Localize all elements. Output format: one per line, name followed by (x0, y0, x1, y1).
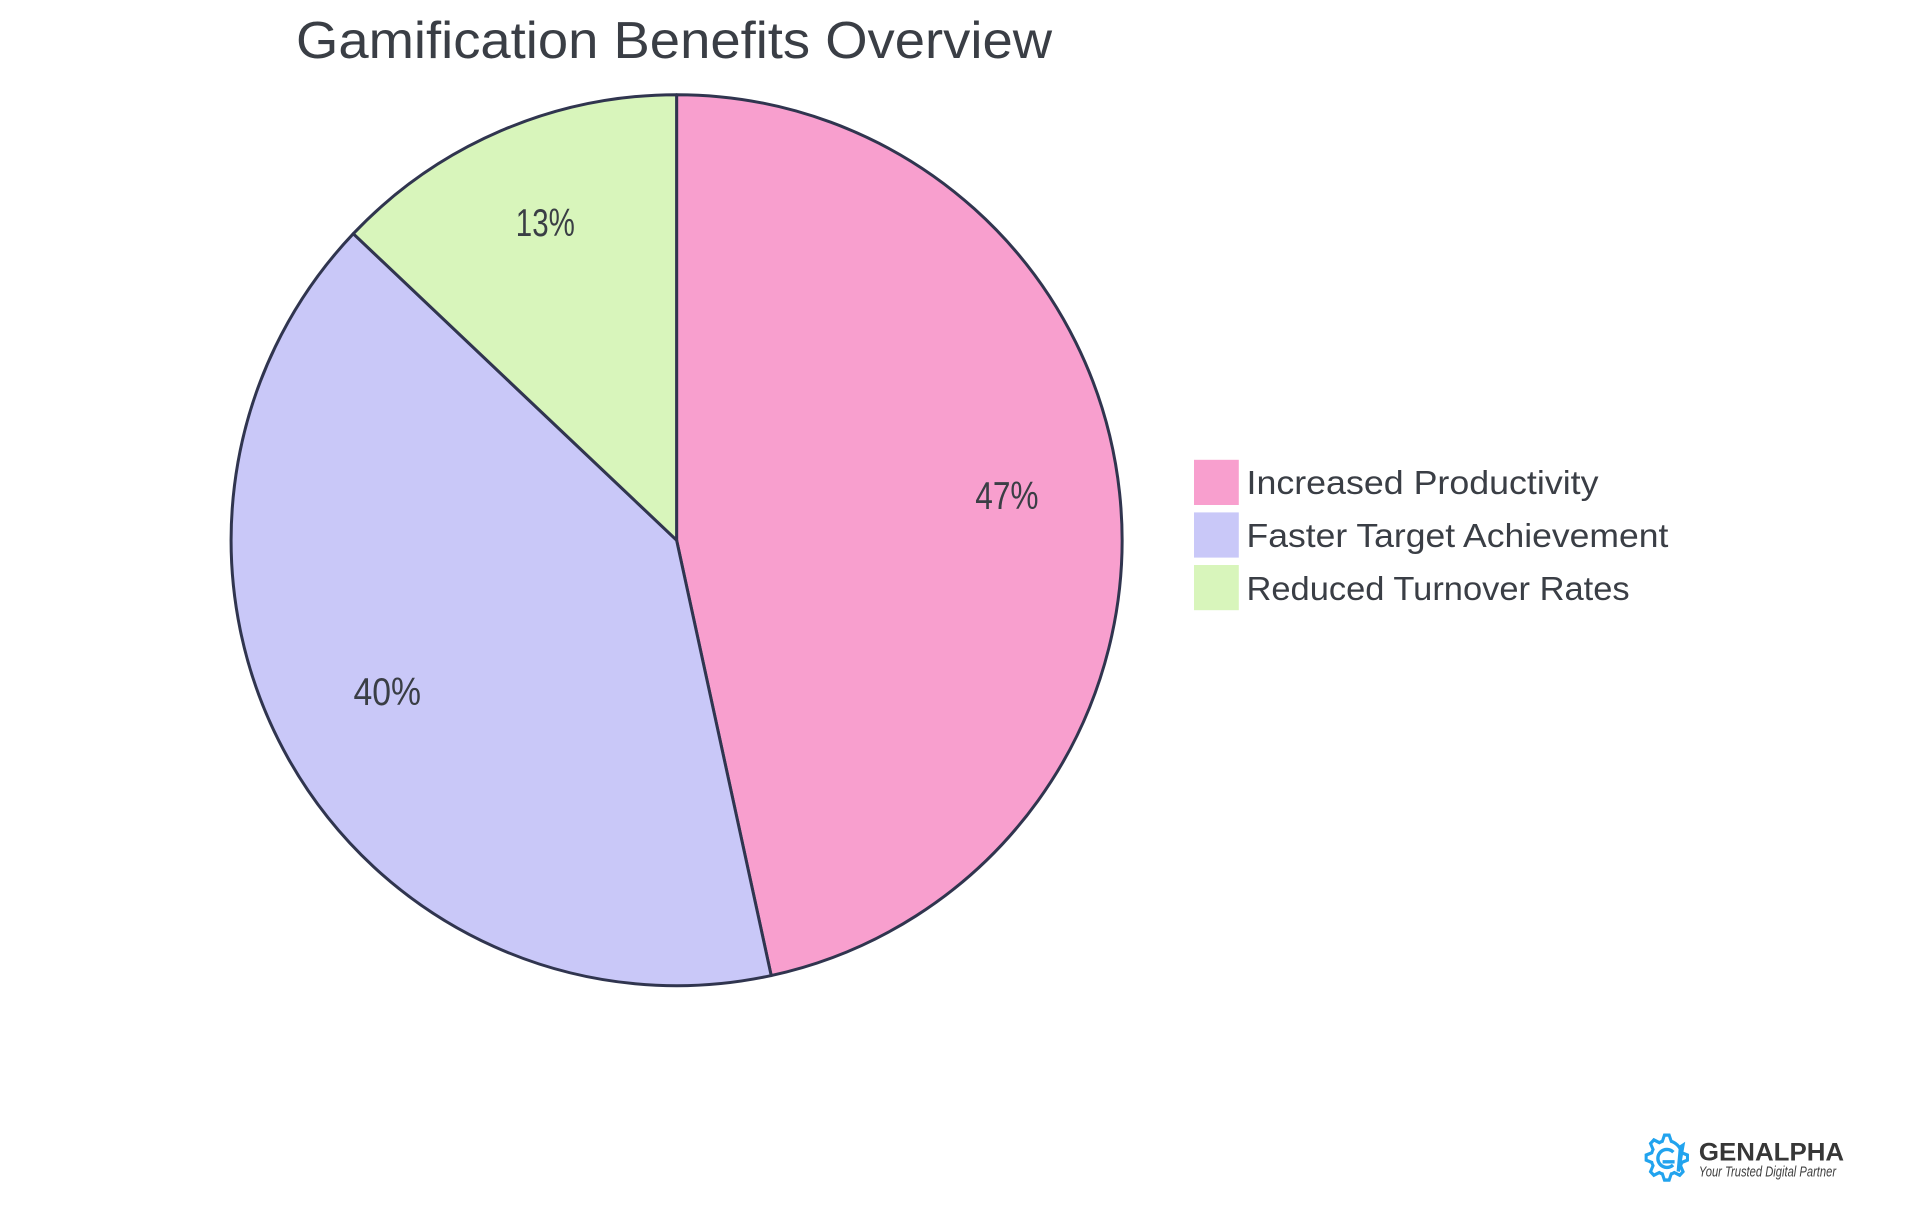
svg-text:Reduced Turnover Rates: Reduced Turnover Rates (1247, 571, 1630, 608)
svg-text:GENALPHA: GENALPHA (1699, 1140, 1844, 1167)
svg-text:Increased Productivity: Increased Productivity (1247, 465, 1599, 502)
svg-text:47%: 47% (975, 475, 1038, 518)
svg-text:Gamification Benefits Overview: Gamification Benefits Overview (296, 11, 1053, 69)
svg-text:Your Trusted Digital Partner: Your Trusted Digital Partner (1699, 1165, 1837, 1181)
svg-text:40%: 40% (353, 671, 421, 714)
svg-text:Faster Target Achievement: Faster Target Achievement (1247, 518, 1670, 555)
svg-text:13%: 13% (516, 202, 575, 245)
